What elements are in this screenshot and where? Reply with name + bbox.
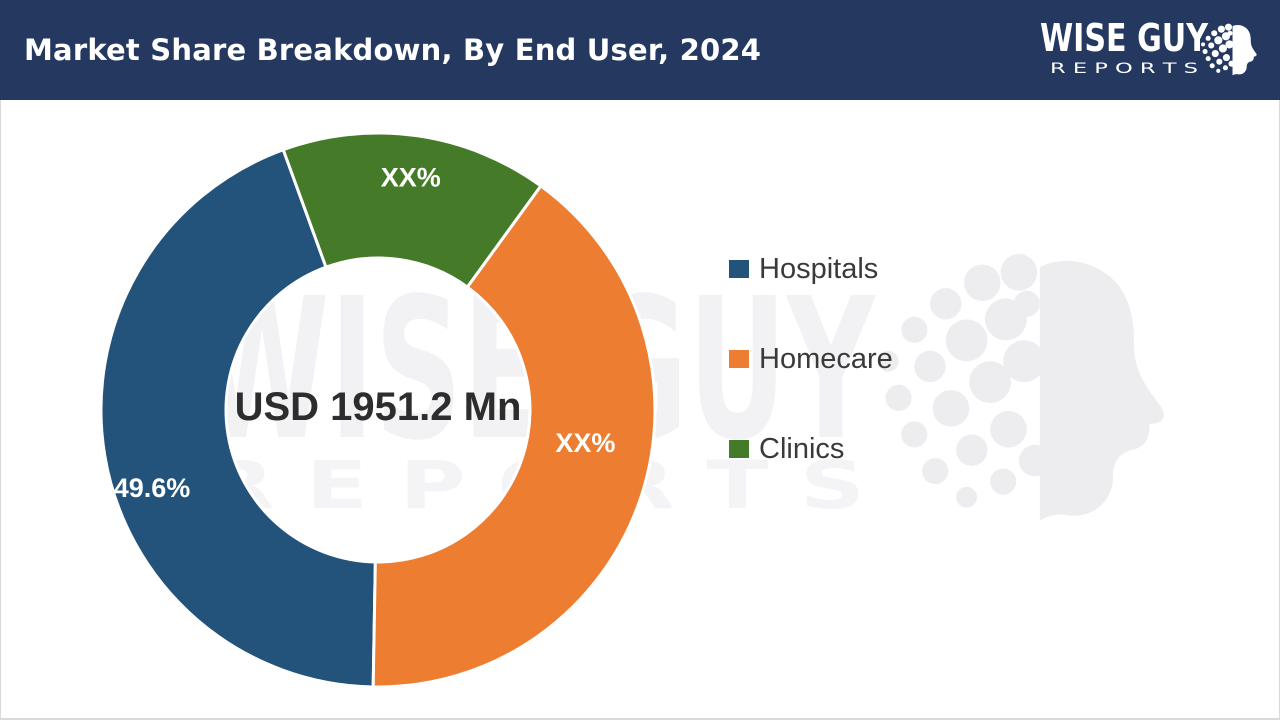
- legend-swatch-hospitals: [729, 260, 749, 278]
- segment-label-clinics: XX%: [381, 162, 441, 192]
- logo-reports-text: R E P O R T S: [1050, 61, 1198, 77]
- segment-homecare: [371, 184, 657, 689]
- segment-clinics: [281, 131, 543, 289]
- page-title: Market Share Breakdown, By End User, 202…: [24, 33, 762, 67]
- chart-legend: Hospitals Homecare Clinics: [729, 252, 893, 522]
- legend-swatch-homecare: [729, 350, 749, 368]
- legend-swatch-clinics: [729, 440, 749, 458]
- legend-item-homecare: Homecare: [729, 342, 893, 376]
- legend-label-homecare: Homecare: [759, 342, 893, 375]
- header-bar: Market Share Breakdown, By End User, 202…: [0, 0, 1280, 100]
- legend-label-clinics: Clinics: [759, 432, 845, 465]
- logo-wiseguy-text: WISE GUY: [1040, 16, 1208, 60]
- segment-label-homecare: XX%: [555, 428, 615, 458]
- chart-center-value: USD 1951.2 Mn: [234, 385, 522, 429]
- wise-guy-reports-logo: WISE GUY R E P O R T S: [1040, 16, 1257, 77]
- legend-label-hospitals: Hospitals: [759, 252, 879, 285]
- legend-item-clinics: Clinics: [729, 432, 893, 466]
- logo-face-icon: [1201, 23, 1257, 76]
- segment-hospitals: [99, 148, 377, 689]
- segment-label-hospitals: 49.6%: [114, 473, 191, 503]
- legend-item-hospitals: Hospitals: [729, 252, 893, 286]
